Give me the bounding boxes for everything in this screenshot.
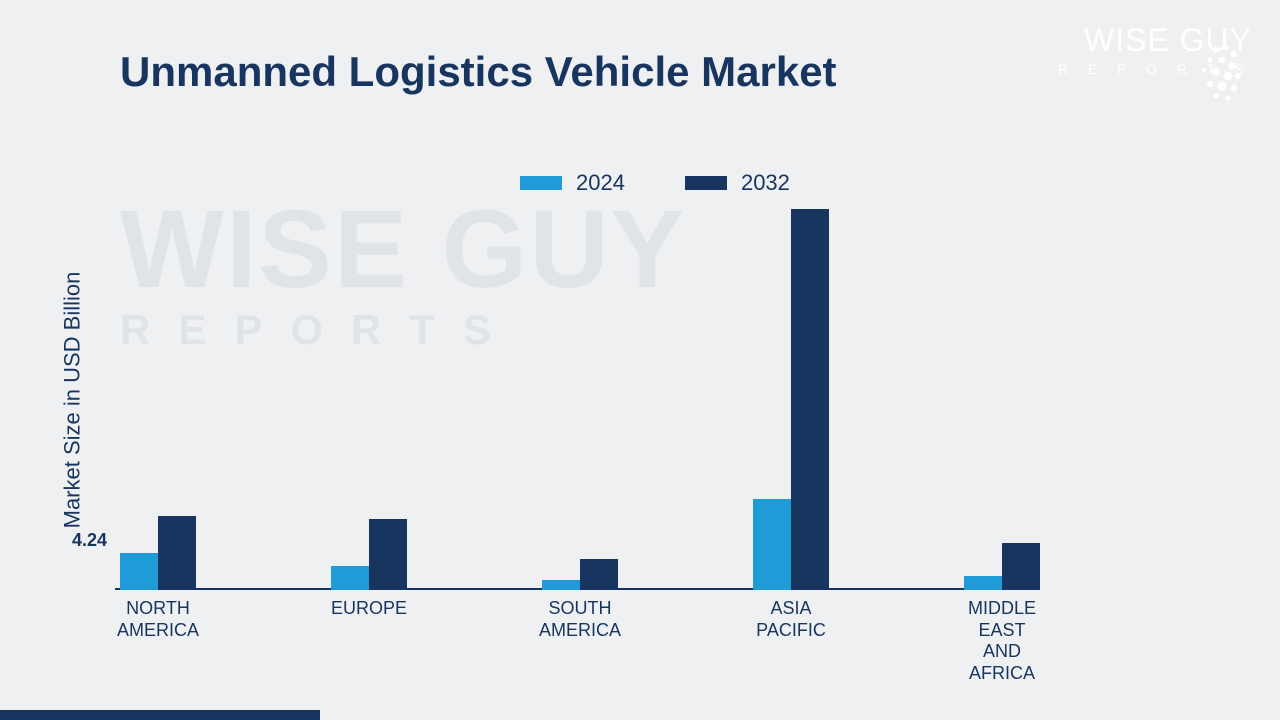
- bar-group: EUROPE: [331, 519, 407, 590]
- bar-group: MIDDLEEASTANDAFRICA: [964, 543, 1040, 590]
- x-axis-category-label: SOUTHAMERICA: [510, 598, 650, 641]
- bar-2032: [580, 559, 618, 590]
- bar-2032: [158, 516, 196, 590]
- x-axis-category-label: ASIAPACIFIC: [721, 598, 861, 641]
- logo-dots-icon: [1174, 40, 1244, 110]
- footer-accent-bar: [0, 710, 320, 720]
- legend: 2024 2032: [520, 170, 790, 196]
- bar-2024: [331, 566, 369, 590]
- bar-2024: [753, 499, 791, 590]
- bar-chart: 4.24NORTHAMERICA EUROPE SOUTHAMERICA ASIAPA…: [115, 200, 985, 590]
- bar-group: SOUTHAMERICA: [542, 559, 618, 590]
- x-axis-category-label: MIDDLEEASTANDAFRICA: [932, 598, 1072, 684]
- bar-2024: [120, 553, 158, 590]
- x-axis-category-label: NORTHAMERICA: [88, 598, 228, 641]
- bar-2032: [369, 519, 407, 590]
- legend-swatch-2032: [685, 176, 727, 190]
- legend-item-2024: 2024: [520, 170, 625, 196]
- legend-swatch-2024: [520, 176, 562, 190]
- bar-2032: [1002, 543, 1040, 590]
- legend-label-2024: 2024: [576, 170, 625, 196]
- bar-group: ASIAPACIFIC: [753, 209, 829, 590]
- bar-group: 4.24NORTHAMERICA: [120, 516, 196, 590]
- bar-2024: [542, 580, 580, 590]
- y-axis-label: Market Size in USD Billion: [59, 272, 85, 529]
- bar-2032: [791, 209, 829, 590]
- y-axis-label-wrap: Market Size in USD Billion: [60, 180, 84, 620]
- legend-label-2032: 2032: [741, 170, 790, 196]
- bar-value-label: 4.24: [72, 530, 107, 551]
- chart-title: Unmanned Logistics Vehicle Market: [120, 48, 837, 96]
- brand-logo: WISE GUY R E P O R T S: [1058, 22, 1252, 77]
- bar-2024: [964, 576, 1002, 590]
- chart-canvas: WISE GUY R E P O R T S WISE GUY REPORTS …: [0, 0, 1280, 720]
- x-axis-category-label: EUROPE: [299, 598, 439, 620]
- legend-item-2032: 2032: [685, 170, 790, 196]
